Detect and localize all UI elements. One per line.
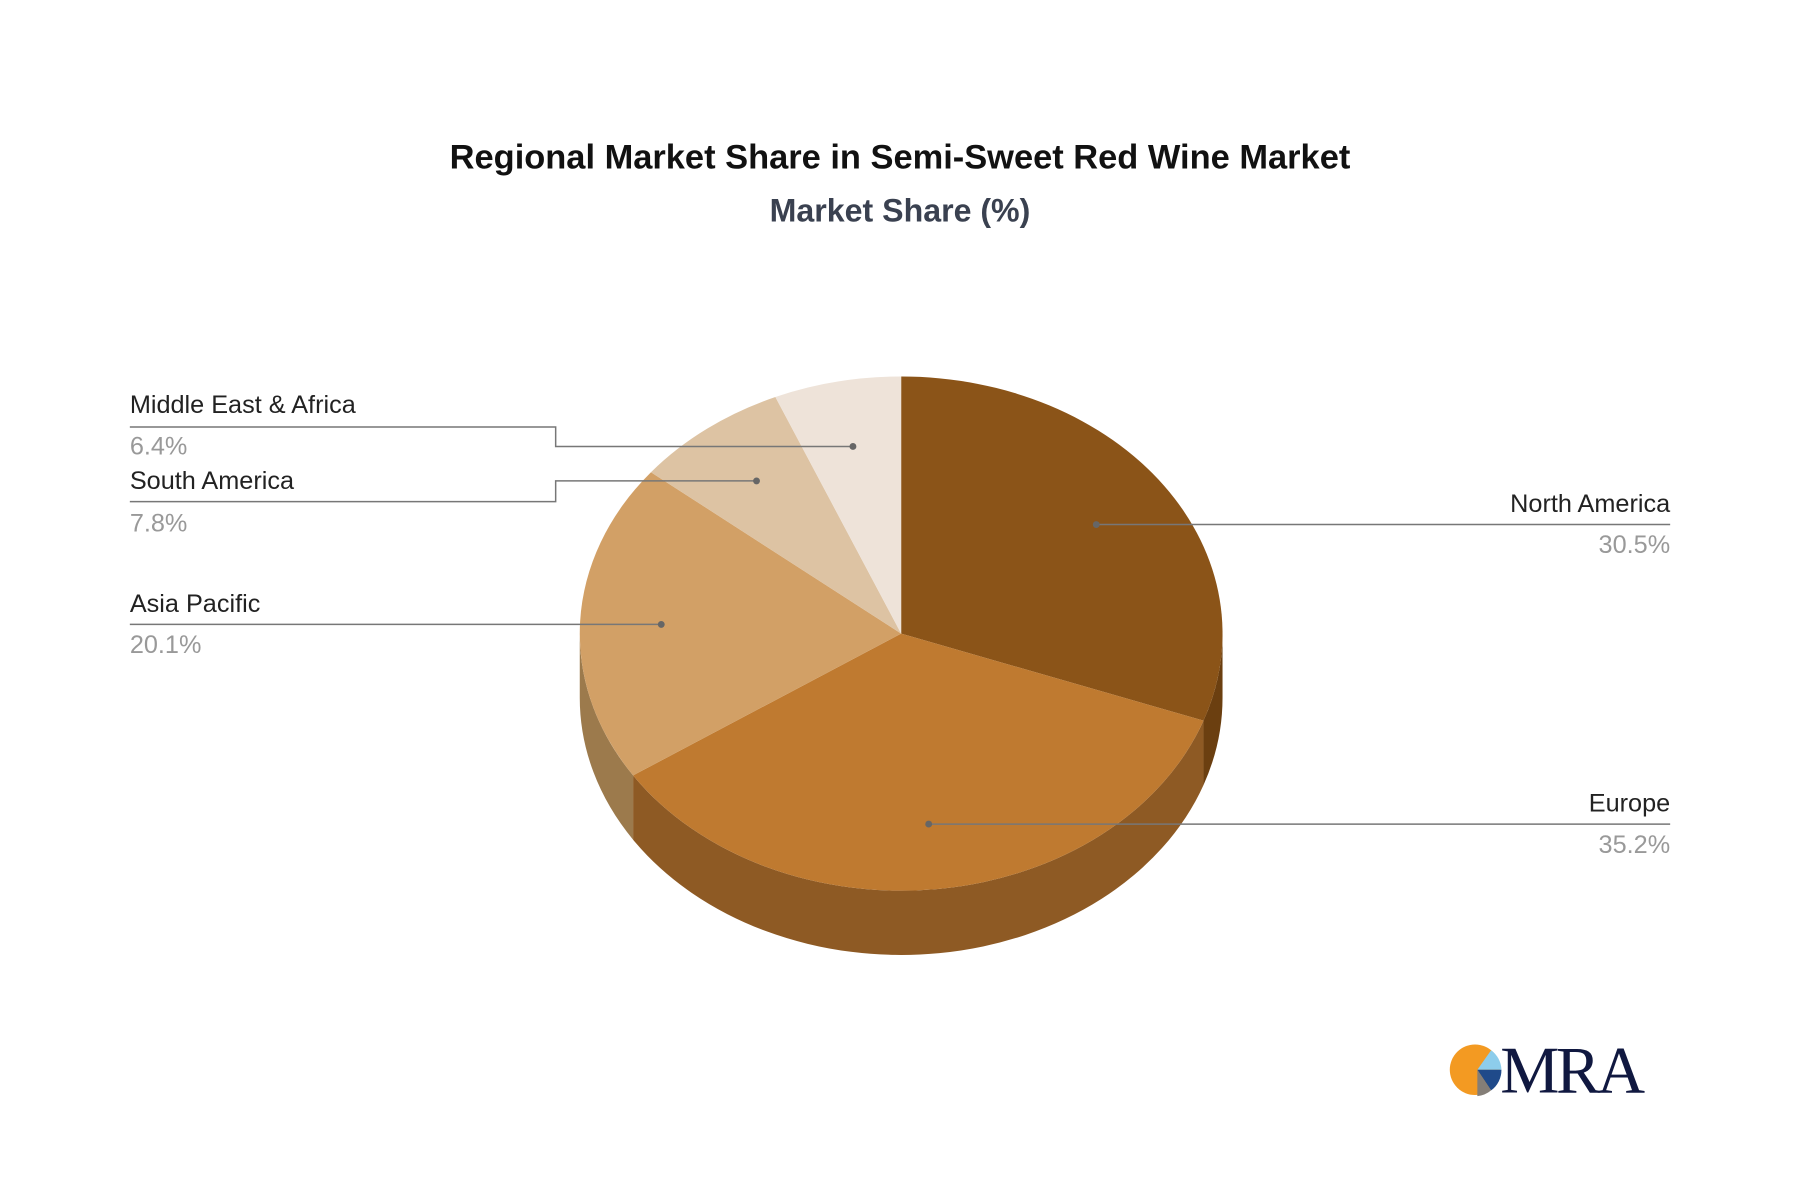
logo-wedge-light	[1477, 1050, 1502, 1070]
leader-line	[129, 426, 853, 448]
mra-logo: MRA	[1449, 1035, 1648, 1108]
chart-subtitle: Market Share (%)	[770, 193, 1031, 229]
pie-slices	[579, 376, 1223, 891]
slice-value-label: 6.4%	[130, 433, 188, 461]
pie-slice[interactable]	[633, 633, 1204, 891]
leader-dot	[1092, 521, 1100, 528]
slice-value-label: 7.8%	[130, 509, 188, 537]
pie-labels: North America 30.5% Europe 35.2% Asia Pacifi…	[129, 391, 1671, 859]
slice-label: Middle East & Africa	[130, 391, 357, 419]
leader-dot	[753, 477, 760, 485]
slice-label: South America	[130, 467, 295, 495]
slice-value-label: 35.2%	[1599, 831, 1671, 859]
pie-side-2	[579, 633, 634, 840]
logo-wedge-blue	[1477, 1069, 1502, 1091]
pie-slice[interactable]	[901, 376, 1223, 721]
slice-value-label: 20.1%	[130, 631, 202, 659]
pie-slice[interactable]	[650, 396, 902, 634]
leader-line	[129, 480, 757, 503]
leader-dot	[925, 820, 933, 828]
pie-slice[interactable]	[775, 376, 902, 634]
pie-side-1	[633, 720, 1204, 955]
logo-text: MRA	[1500, 1035, 1645, 1108]
slice-label: Asia Pacific	[130, 590, 261, 618]
slice-value-label: 30.5%	[1599, 531, 1671, 559]
logo-wedge-gray	[1477, 1069, 1492, 1097]
slice-label: North America	[1510, 490, 1671, 518]
chart-title: Regional Market Share in Semi-Sweet Red …	[450, 139, 1351, 177]
leader-dot	[657, 620, 665, 628]
pie-slice[interactable]	[579, 472, 902, 776]
pie-side-0	[1203, 633, 1223, 785]
pie-sides	[579, 633, 1223, 955]
leader-dot	[849, 443, 857, 450]
slice-label: Europe	[1589, 789, 1670, 817]
